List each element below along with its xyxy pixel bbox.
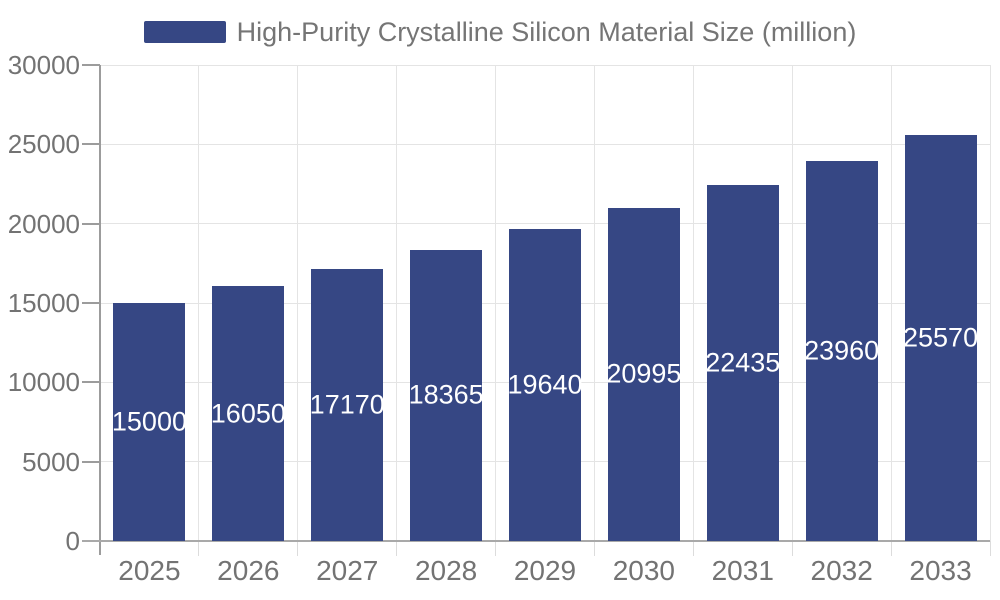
y-axis-tick-label: 30000 [7,50,80,80]
x-axis-tick [396,541,398,556]
y-axis-tick-label: 25000 [7,129,80,160]
x-axis-tick-label: 2032 [810,555,873,586]
v-gridline [198,65,200,541]
x-axis-tick [890,541,892,556]
h-gridline [100,223,990,225]
x-axis-tick-label: 2030 [612,555,676,586]
x-axis-line [82,540,990,542]
bar-value-label: 22435 [705,347,781,378]
x-axis-tick [791,541,793,556]
legend-label: High-Purity Crystalline Silicon Material… [236,16,857,47]
bar-2030[interactable] [607,207,680,541]
bar-value-label: 17170 [309,389,385,420]
bar-value-label: 19640 [507,369,583,400]
y-axis-tick-label: 10000 [7,367,80,398]
bar-value-label: 20995 [606,358,682,389]
x-axis-tick [495,541,497,556]
bar-value-label: 15000 [111,406,187,437]
x-axis-tick-label: 2031 [711,555,774,586]
x-axis-tick-label: 2033 [909,555,972,586]
h-gridline [100,64,990,66]
bar-2029[interactable] [509,229,581,541]
y-axis-tick [82,64,100,66]
y-axis-tick [82,222,100,225]
bar-2028[interactable] [410,249,483,541]
v-gridline [396,65,398,541]
v-gridline [593,65,595,541]
bar-2033[interactable] [904,135,977,541]
v-gridline [791,65,793,541]
bar-value-label: 23960 [804,335,880,366]
x-axis-tick-label: 2028 [414,555,478,586]
bar-value-label: 16050 [210,398,286,429]
y-axis-tick [82,381,100,384]
bar-value-label: 25570 [903,322,979,353]
y-axis-tick [82,143,100,146]
v-gridline [297,65,299,541]
x-axis-tick-label: 2027 [316,555,379,586]
y-axis-tick-label: 0 [65,526,80,556]
x-axis-tick [593,541,595,556]
v-gridline [692,65,694,541]
x-axis-tick-label: 2025 [118,555,181,586]
bar-2032[interactable] [805,160,878,541]
x-axis-tick [989,541,991,556]
v-gridline [989,65,991,541]
x-axis-tick [692,541,694,556]
y-axis-tick-label: 15000 [7,288,80,318]
y-axis-tick [82,302,100,304]
y-axis-line [99,65,101,555]
x-axis-tick [297,541,299,556]
bar-2027[interactable] [311,268,384,541]
y-axis-tick [82,460,100,463]
x-axis-tick-label: 2029 [513,555,577,586]
h-gridline [100,143,990,145]
bar-value-label: 18365 [408,379,484,410]
y-axis-tick-label: 5000 [22,446,80,477]
y-axis-tick-label: 20000 [7,208,80,239]
bar-2025[interactable] [113,303,186,541]
plot-area: 15000 16050 17170 18365 19640 20995 22435 23960… [82,64,991,556]
chart-legend[interactable]: High-Purity Crystalline Silicon Material… [0,14,1000,50]
x-axis-tick-label: 2026 [217,555,280,586]
v-gridline [495,65,497,541]
legend-swatch [143,21,226,43]
v-gridline [890,65,892,541]
x-axis-tick [198,541,200,556]
bar-2026[interactable] [212,286,285,541]
bar-2031[interactable] [706,185,779,541]
